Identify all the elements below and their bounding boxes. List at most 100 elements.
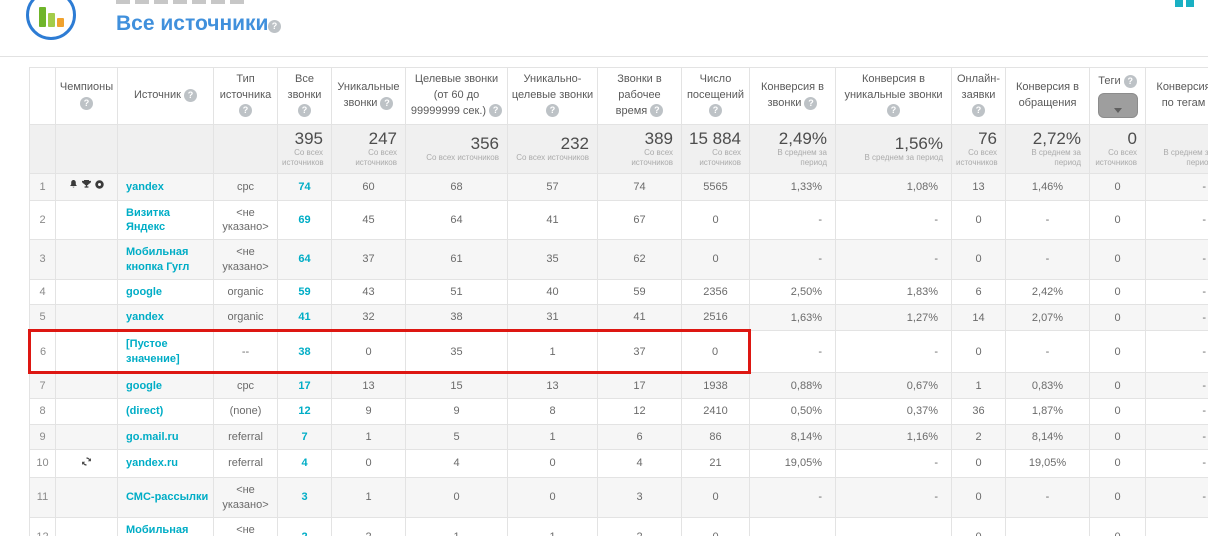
source-link[interactable]: Мобильная кнопка Гугл (126, 246, 190, 273)
col-header-7[interactable]: Уникально-целевые звонки ? (507, 67, 598, 125)
help-icon[interactable]: ? (239, 104, 252, 118)
source-link[interactable]: yandex.ru (126, 457, 178, 470)
help-icon[interactable]: ? (804, 96, 818, 110)
value-cell: 2,07% (1005, 304, 1090, 332)
source-link[interactable]: Визитка Яндекс (126, 206, 170, 233)
value-cell[interactable]: 2 (277, 516, 332, 536)
value-cell: 19,05% (749, 448, 836, 479)
summary-cell: 2,49% В среднем за период (749, 123, 836, 175)
help-icon[interactable]: ? (709, 104, 722, 118)
value-cell: 0 (1089, 398, 1146, 425)
col-header-9[interactable]: Число посещений ? (681, 67, 750, 125)
value-cell[interactable]: 17 (277, 372, 332, 400)
help-icon[interactable]: ? (546, 104, 559, 118)
help-icon[interactable]: ? (380, 96, 394, 110)
medal-icon[interactable] (94, 179, 105, 194)
value-cell[interactable]: 69 (277, 199, 332, 241)
table-row: 5 yandex organic 41 32 38 31 41 2516 1,63% 1,27% 14… (29, 304, 1208, 332)
col-header-4[interactable]: Все звонки ? (277, 67, 332, 125)
app-grid-icon-clipped[interactable] (1175, 0, 1194, 7)
value-cell: 1,27% (835, 304, 952, 332)
col-header-12[interactable]: Онлайн-заявки ? (951, 67, 1006, 125)
source-link[interactable]: СМС-рассылки (126, 491, 209, 504)
bell-icon[interactable] (68, 179, 79, 194)
value-cell: 0 (331, 448, 406, 479)
sync-icon[interactable] (80, 455, 93, 472)
summary-value: 2,49% (778, 128, 827, 148)
col-header-5[interactable]: Уникальные звонки ? (331, 67, 406, 125)
col-header-label: Источник (133, 88, 181, 101)
source-link[interactable]: yandex (126, 311, 164, 324)
help-icon[interactable]: ? (650, 104, 664, 118)
source-link[interactable]: Мобильная кнопка Общая (126, 523, 189, 536)
help-icon[interactable]: ? (1123, 74, 1137, 88)
value-cell[interactable]: 4 (277, 448, 332, 479)
source-link[interactable]: yandex (126, 180, 164, 193)
col-header-6[interactable]: Целевые звонки (от 60 до 99999999 сек.) … (405, 67, 508, 125)
col-header-13[interactable]: Конверсия в обращения (1005, 67, 1090, 125)
value-cell[interactable]: 38 (277, 329, 332, 375)
col-header-14[interactable]: Теги ? (1089, 67, 1146, 125)
source-type-cell: referral (213, 423, 278, 450)
value-cell[interactable]: 59 (277, 278, 332, 306)
col-header-10[interactable]: Конверсия в звонки ? (749, 67, 836, 125)
value-cell[interactable]: 7 (277, 423, 332, 450)
source-type-cell: organic (213, 304, 278, 332)
champions-cell (55, 239, 118, 280)
table-row: 10 yandex.ru referral 4 0 4 0 4 21 19,05% -0 19,05%… (29, 448, 1208, 479)
value-cell: 0,88% (749, 372, 836, 400)
col-header-11[interactable]: Конверсия в уникальные звонки ? (835, 67, 952, 125)
value-cell: 8,14% (749, 423, 836, 450)
value-cell: 8,14% (1005, 423, 1090, 450)
help-icon[interactable]: ? (887, 104, 900, 118)
row-number: 3 (29, 239, 56, 280)
summary-empty-cell (55, 123, 118, 175)
help-icon[interactable]: ? (184, 88, 198, 102)
champions-cell (55, 329, 118, 375)
value-cell: 0 (1089, 372, 1146, 400)
value-cell: 36 (951, 398, 1006, 425)
value-cell: 0 (1089, 278, 1146, 306)
value-cell: 2,42% (1005, 278, 1090, 306)
col-header-3[interactable]: Тип источника ? (213, 67, 278, 125)
help-icon[interactable]: ? (972, 104, 985, 118)
source-link[interactable]: google (126, 285, 163, 298)
help-icon[interactable]: ? (80, 96, 93, 110)
value-cell: 37 (331, 239, 406, 280)
value-cell: - (749, 477, 836, 518)
row-number: 8 (29, 398, 56, 425)
source-link[interactable]: go.mail.ru (126, 430, 179, 443)
source-link[interactable]: (direct) (126, 405, 164, 418)
table-row: 9 go.mail.ru referral 7 1 5 1 6 86 8,14% 1,16% 2 8,1… (29, 423, 1208, 450)
value-cell: 60 (331, 173, 406, 201)
value-cell: 1 (331, 477, 406, 518)
source-cell: google (117, 372, 214, 400)
value-cell: 40 (507, 278, 598, 306)
trophy-icon[interactable] (81, 179, 92, 194)
col-header-8[interactable]: Звонки в рабочее время ? (597, 67, 682, 125)
col-header-1[interactable]: Чемпионы ? (55, 67, 118, 125)
champions-cell (55, 516, 118, 536)
help-icon[interactable]: ? (298, 104, 311, 118)
bar-lightgreen (47, 13, 55, 27)
value-cell: 0 (1089, 330, 1146, 374)
value-cell: 51 (405, 278, 508, 306)
value-cell: 13 (507, 372, 598, 400)
value-cell[interactable]: 64 (277, 239, 332, 280)
row-number: 5 (29, 304, 56, 332)
value-cell: 0 (951, 516, 1006, 536)
source-link[interactable]: [Пустое значение] (126, 338, 180, 365)
source-link[interactable]: google (126, 380, 163, 393)
summary-empty-cell (117, 123, 214, 175)
col-header-15[interactable]: Конверсия по тегам (1145, 67, 1208, 125)
value-cell[interactable]: 41 (277, 304, 332, 332)
value-cell[interactable]: 74 (277, 173, 332, 201)
value-cell[interactable]: 12 (277, 398, 332, 425)
help-icon[interactable]: ? (489, 104, 503, 118)
col-header-2[interactable]: Источник ? (117, 67, 214, 125)
help-icon[interactable]: ? (268, 20, 281, 33)
tags-dropdown-button[interactable] (1097, 92, 1138, 118)
value-cell[interactable]: 3 (277, 477, 332, 518)
row-number: 1 (29, 173, 56, 201)
value-cell: 43 (331, 278, 406, 306)
